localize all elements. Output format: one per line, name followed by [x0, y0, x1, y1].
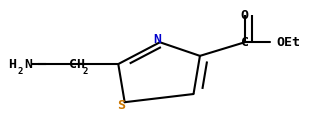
Text: S: S: [118, 99, 125, 112]
Text: H: H: [8, 58, 16, 71]
Text: CH: CH: [68, 58, 85, 71]
Text: N: N: [154, 33, 162, 46]
Text: O: O: [241, 8, 249, 22]
Text: N: N: [24, 58, 32, 71]
Text: OEt: OEt: [276, 36, 300, 49]
Text: 2: 2: [17, 67, 23, 76]
Text: 2: 2: [82, 67, 88, 76]
Text: C: C: [241, 36, 249, 49]
